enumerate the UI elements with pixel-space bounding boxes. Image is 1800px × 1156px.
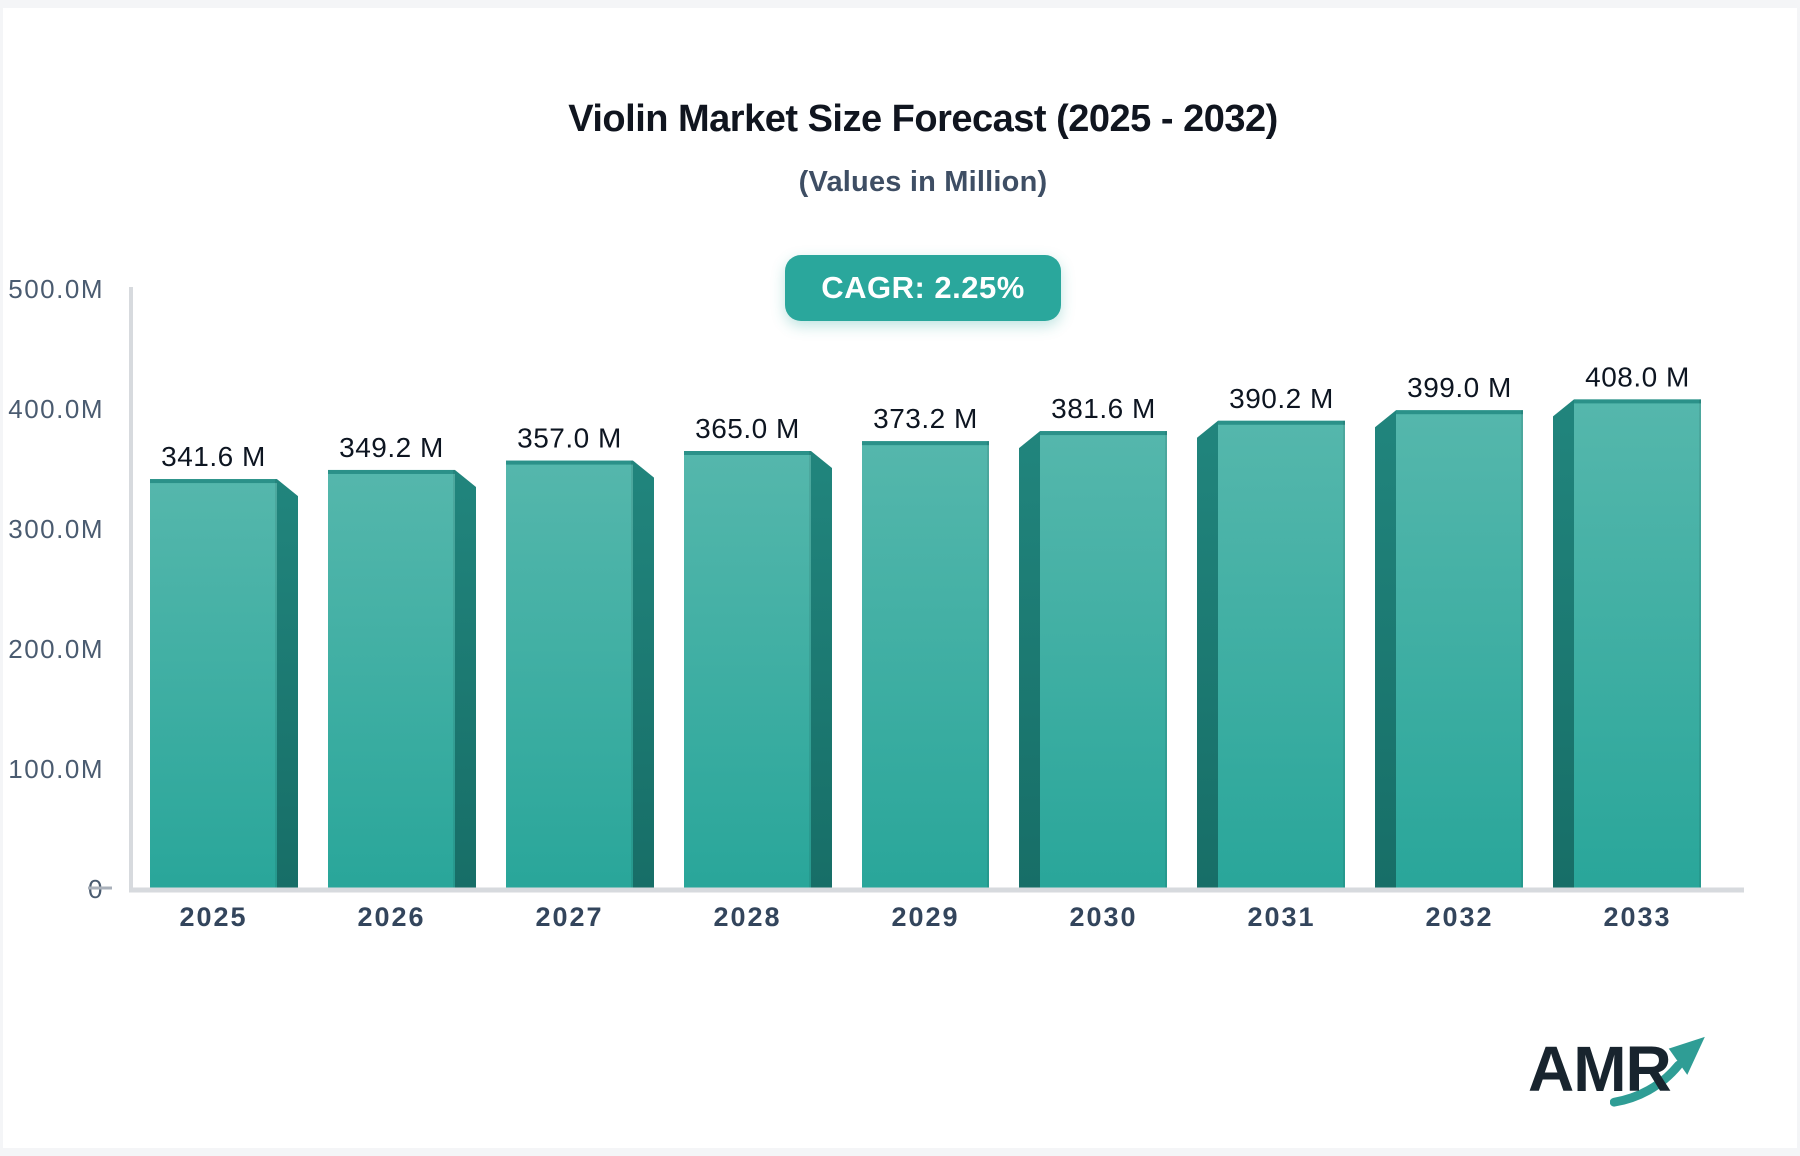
- bar-2028: [684, 451, 811, 889]
- bar-top-edge: [1040, 431, 1167, 436]
- bar-top-edge: [862, 441, 989, 446]
- growth-arrow-icon: [1610, 1036, 1705, 1107]
- bar-top-edge: [684, 451, 811, 455]
- bar-top-edge: [1396, 410, 1523, 415]
- bar-2027: [506, 460, 633, 889]
- bar-right-edge: [275, 479, 277, 889]
- bar-top-edge: [150, 479, 277, 484]
- bar-value-label: 399.0 M: [1407, 372, 1512, 403]
- bar-side-face: [277, 479, 298, 889]
- x-axis-tick-label: 2031: [1247, 902, 1315, 932]
- x-axis-tick-label: 2030: [1069, 902, 1137, 932]
- bar-top-edge: [1574, 399, 1701, 404]
- cagr-badge: CAGR: 2.25%: [785, 255, 1061, 321]
- y-axis-tick-label: 200.0M: [8, 634, 104, 664]
- bar-value-label: 357.0 M: [517, 423, 622, 454]
- chart-subtitle: (Values in Million): [798, 166, 1048, 198]
- amr-logo: AMR: [1528, 1030, 1728, 1120]
- bar-top-edge: [506, 460, 633, 465]
- bar-right-edge: [453, 469, 455, 889]
- bar-side-face: [455, 469, 476, 889]
- chart-title: Violin Market Size Forecast (2025 - 2032…: [568, 98, 1278, 140]
- bar-value-label: 349.2 M: [339, 432, 444, 463]
- bar-right-edge: [1699, 399, 1701, 889]
- x-axis-tick-label: 2033: [1603, 902, 1671, 932]
- bar-2029: [862, 441, 989, 889]
- cagr-badge-row: CAGR: 2.25%: [0, 255, 1800, 321]
- bar-side-face: [1197, 420, 1218, 889]
- bar-top-edge: [328, 469, 455, 474]
- amr-logo-text: AMR: [1528, 1033, 1672, 1105]
- bar-2031: [1218, 420, 1345, 889]
- x-axis-tick-label: 2027: [535, 902, 603, 932]
- x-axis-tick-label: 2029: [891, 902, 959, 932]
- bar-top-edge: [1218, 420, 1345, 425]
- bar-side-face: [633, 460, 654, 889]
- bar-value-label: 373.2 M: [873, 403, 978, 434]
- bar-value-label: 381.6 M: [1051, 393, 1156, 424]
- x-axis-tick-label: 2032: [1425, 902, 1493, 932]
- x-axis-tick-label: 2026: [357, 902, 425, 932]
- bar-right-edge: [631, 460, 633, 889]
- bar-value-label: 365.0 M: [695, 413, 800, 444]
- bar-2032: [1396, 410, 1523, 889]
- bar-2025: [150, 479, 277, 889]
- y-axis-tick-label: 500.0M: [8, 274, 104, 304]
- bar-value-label: 390.2 M: [1229, 383, 1334, 414]
- y-axis-tick-label: 400.0M: [8, 394, 104, 424]
- y-axis-tick-label: 100.0M: [8, 754, 104, 784]
- bar-right-edge: [1521, 410, 1523, 889]
- bar-side-face: [1019, 431, 1040, 889]
- bar-right-edge: [809, 451, 811, 889]
- bar-right-edge: [1165, 431, 1167, 889]
- bar-side-face: [1553, 399, 1574, 889]
- bar-right-edge: [987, 441, 989, 889]
- bar-side-face: [811, 451, 832, 889]
- bar-right-edge: [1343, 420, 1345, 889]
- bar-value-label: 341.6 M: [161, 441, 266, 472]
- x-axis-tick-label: 2025: [179, 902, 247, 932]
- bar-2026: [328, 469, 455, 889]
- x-axis-tick-label: 2028: [713, 902, 781, 932]
- bar-2030: [1040, 431, 1167, 889]
- bar-value-label: 408.0 M: [1585, 361, 1690, 392]
- bar-2033: [1574, 399, 1701, 889]
- bar-side-face: [1375, 410, 1396, 889]
- y-axis-tick-label: 300.0M: [8, 514, 104, 544]
